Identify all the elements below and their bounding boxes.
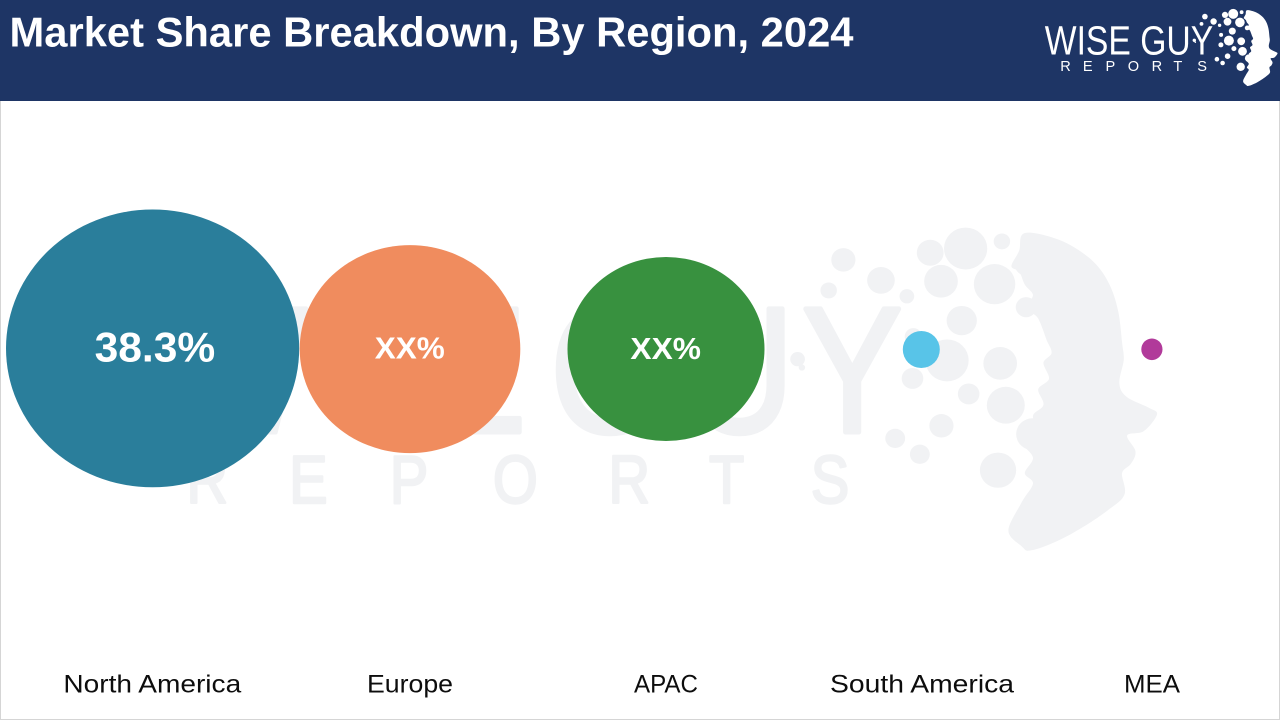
svg-text:XX%: XX%	[630, 332, 701, 366]
svg-text:38.3%: 38.3%	[95, 324, 216, 371]
svg-text:APAC: APAC	[634, 670, 698, 698]
svg-text:REPORTS: REPORTS	[186, 443, 849, 518]
svg-text:South America: South America	[830, 670, 1014, 698]
svg-text:Europe: Europe	[367, 670, 453, 698]
svg-text:North America: North America	[63, 670, 241, 698]
svg-text:MEA: MEA	[1124, 670, 1180, 698]
svg-text:Market Share Breakdown, By Reg: Market Share Breakdown, By Region, 2024	[10, 9, 854, 56]
svg-text:XX%: XX%	[375, 332, 445, 366]
